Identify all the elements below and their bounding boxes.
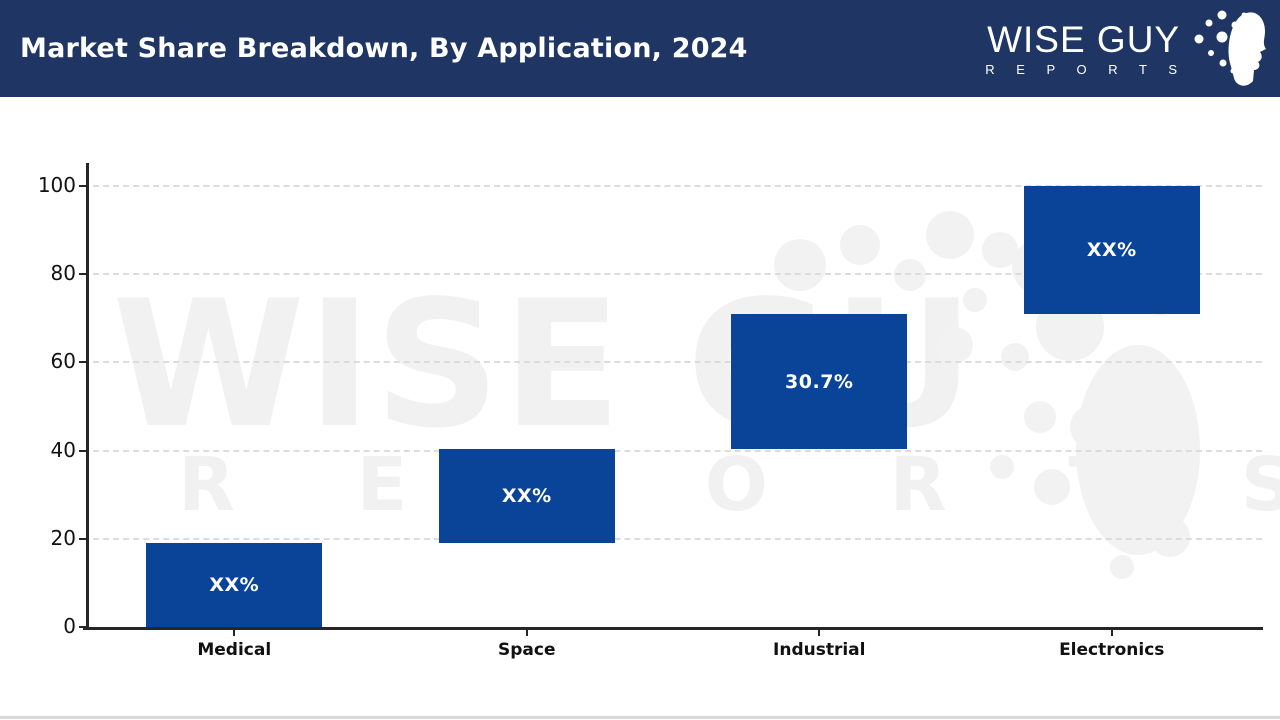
bar-value-label: XX% <box>1086 238 1137 261</box>
x-tick-mark-electronics <box>1110 629 1113 636</box>
gridline-y-100 <box>83 185 1262 187</box>
y-tick-label-80: 80 <box>50 261 76 286</box>
gridline-y-80 <box>83 273 1262 276</box>
chart-title: Market Share Breakdown, By Application, … <box>20 33 748 64</box>
x-tick-label-industrial: Industrial <box>773 640 866 660</box>
logo-face-icon <box>1194 10 1266 86</box>
y-tick-label-20: 20 <box>50 525 76 550</box>
gridline-y-20 <box>83 537 1262 540</box>
logo-text-block: WISE GUY R E P O R T S <box>981 21 1186 76</box>
logo-subtext: R E P O R T S <box>985 62 1186 77</box>
header-bar: Market Share Breakdown, By Application, … <box>0 0 1280 97</box>
bar-value-label: XX% <box>501 485 552 507</box>
x-tick-mark-medical <box>233 629 236 636</box>
y-tick-label-40: 40 <box>50 437 76 462</box>
bottom-divider <box>0 716 1280 719</box>
y-tick-label-60: 60 <box>50 349 76 374</box>
bar-value-label: XX% <box>209 573 260 596</box>
bar-value-label: 30.7% <box>785 370 854 393</box>
x-axis-line <box>83 627 1263 630</box>
x-tick-label-electronics: Electronics <box>1059 640 1165 660</box>
logo-wordmark: WISE GUY <box>987 19 1181 60</box>
gridline-y-60 <box>83 361 1262 364</box>
x-tick-label-space: Space <box>498 640 556 660</box>
y-tick-mark-80 <box>79 273 87 276</box>
bar-industrial: 30.7% <box>731 313 908 450</box>
y-tick-mark-100 <box>79 185 87 187</box>
x-tick-label-medical: Medical <box>197 640 272 660</box>
x-tick-mark-industrial <box>818 629 821 636</box>
bar-medical: XX% <box>146 542 323 627</box>
y-tick-label-100: 100 <box>37 173 76 197</box>
y-axis-line <box>86 163 89 629</box>
y-tick-mark-20 <box>79 537 87 540</box>
bar-electronics: XX% <box>1023 186 1200 314</box>
wiseguy-logo: WISE GUY R E P O R T S <box>981 0 1266 97</box>
gridline-y-40 <box>83 449 1262 452</box>
y-tick-label-0: 0 <box>63 614 76 638</box>
y-tick-mark-40 <box>79 449 87 452</box>
y-tick-mark-60 <box>79 361 87 364</box>
bar-space: XX% <box>438 449 615 543</box>
x-tick-mark-space <box>525 629 528 636</box>
